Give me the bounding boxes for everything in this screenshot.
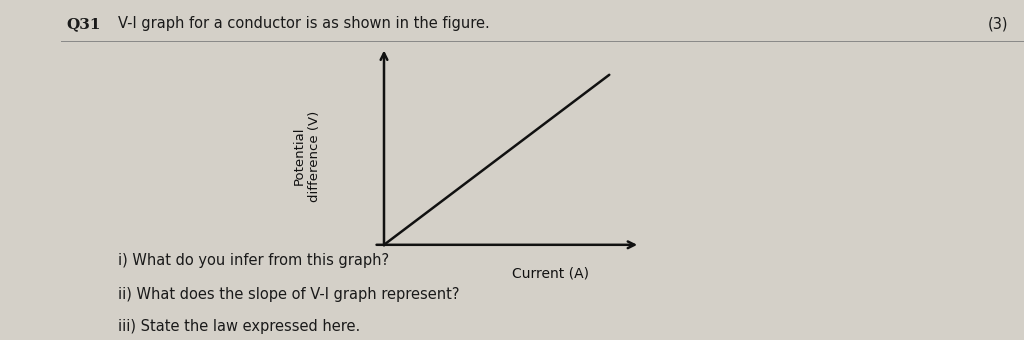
Text: (3): (3) <box>988 16 1009 31</box>
Text: iii) State the law expressed here.: iii) State the law expressed here. <box>118 319 360 334</box>
Text: Q31: Q31 <box>67 17 101 31</box>
Text: Potential
difference (V): Potential difference (V) <box>293 110 322 202</box>
Text: ii) What does the slope of V-I graph represent?: ii) What does the slope of V-I graph rep… <box>118 287 459 302</box>
Text: i) What do you infer from this graph?: i) What do you infer from this graph? <box>118 253 389 268</box>
Text: Current (A): Current (A) <box>512 267 589 281</box>
Text: V-I graph for a conductor is as shown in the figure.: V-I graph for a conductor is as shown in… <box>118 16 489 31</box>
